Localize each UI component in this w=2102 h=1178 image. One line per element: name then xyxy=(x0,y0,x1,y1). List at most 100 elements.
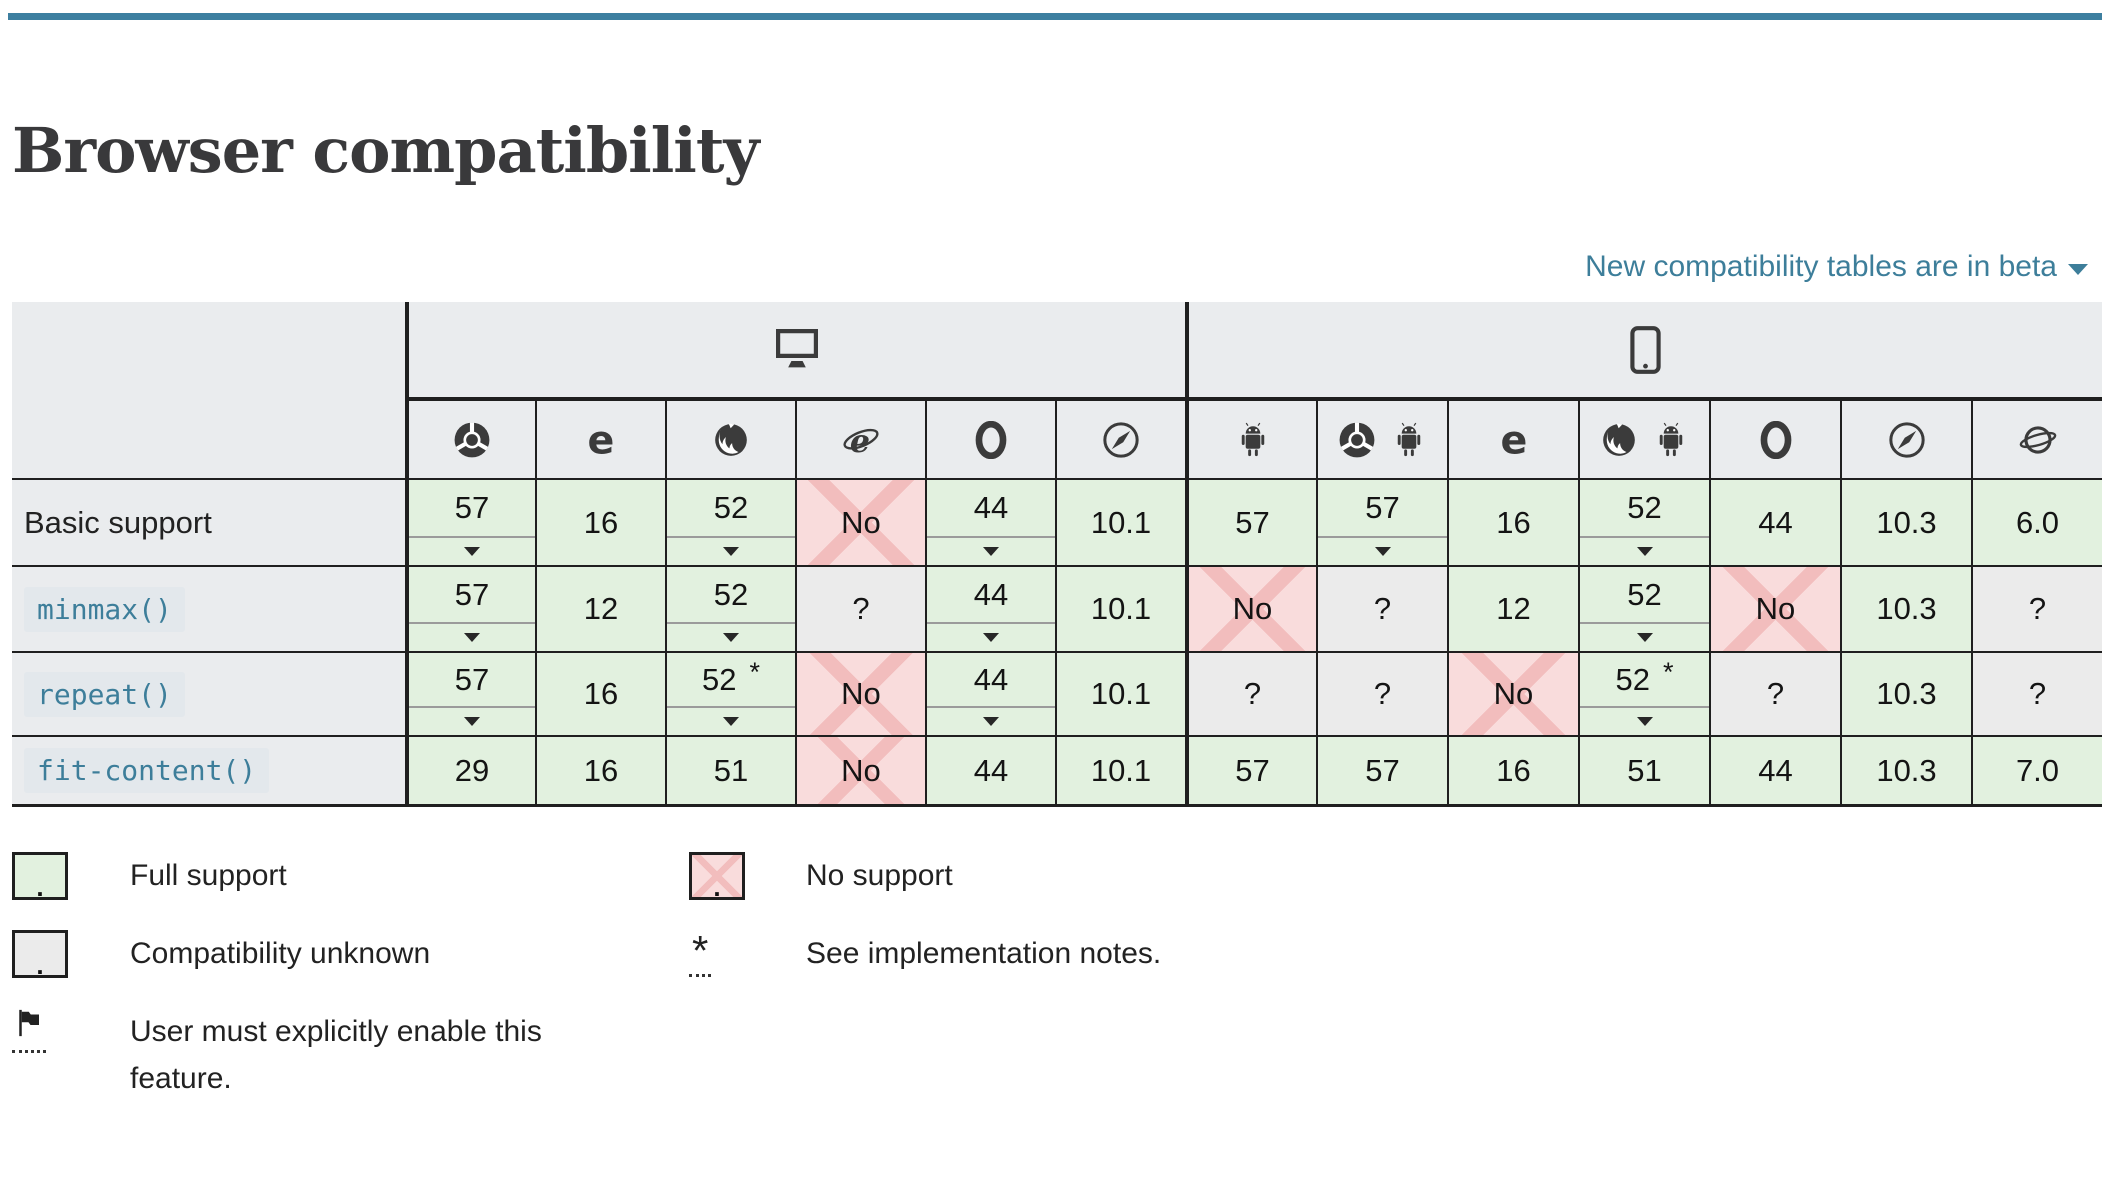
support-cell-basic_support-chrome-android[interactable]: 57 xyxy=(1316,478,1447,565)
support-cell-minmax-safari: 10.1 xyxy=(1055,565,1185,651)
desktop-icon xyxy=(773,328,821,371)
caret-down-icon xyxy=(1374,547,1391,556)
support-cell-repeat-safari: 10.1 xyxy=(1055,651,1185,735)
support-cell-basic_support-webview-android: 57 xyxy=(1185,478,1316,565)
legend-swatch-full-support: . xyxy=(12,852,68,900)
feature-code-link[interactable]: minmax() xyxy=(24,586,185,632)
support-value: 16 xyxy=(583,676,619,711)
support-cell-fit_content-firefox: 51 xyxy=(665,735,795,804)
history-toggle[interactable] xyxy=(927,706,1055,735)
support-value: 51 xyxy=(1627,752,1662,788)
support-value: ? xyxy=(1243,676,1262,711)
support-value: 51 xyxy=(713,752,749,788)
desktop-columns-header xyxy=(405,302,1185,397)
support-value: 57 xyxy=(1365,490,1400,525)
support-value: 52 xyxy=(1627,490,1662,525)
caret-down-icon xyxy=(464,633,480,642)
swatch-dot: . xyxy=(36,872,44,902)
support-cell-minmax-firefox[interactable]: 52 xyxy=(665,565,795,651)
history-toggle[interactable] xyxy=(667,622,795,651)
history-toggle[interactable] xyxy=(409,536,535,565)
browser-column-edge: e xyxy=(535,397,665,478)
support-cell-minmax-safari-ios: 10.3 xyxy=(1840,565,1971,651)
feature-row-label-basic_support: Basic support xyxy=(12,478,405,565)
support-cell-basic_support-safari-ios: 10.3 xyxy=(1840,478,1971,565)
support-cell-minmax-edge: 12 xyxy=(535,565,665,651)
history-toggle[interactable] xyxy=(1580,536,1709,565)
legend-label-full-support: Full support xyxy=(130,859,287,892)
support-value: 44 xyxy=(1758,752,1793,788)
beta-link-label: New compatibility tables are in beta xyxy=(1585,250,2057,283)
history-toggle[interactable] xyxy=(1580,706,1709,735)
svg-text:e: e xyxy=(1500,421,1527,459)
feature-code-link[interactable]: repeat() xyxy=(24,671,185,717)
support-value: 16 xyxy=(1496,504,1531,540)
support-cell-fit_content-chrome-android: 57 xyxy=(1316,735,1447,804)
history-toggle[interactable] xyxy=(409,706,535,735)
support-cell-minmax-edge-mobile: 12 xyxy=(1447,565,1578,651)
support-value: 10.1 xyxy=(1090,504,1152,540)
feature-code-link[interactable]: fit-content() xyxy=(24,748,270,793)
support-cell-repeat-safari-ios: 10.3 xyxy=(1840,651,1971,735)
support-value: 52 xyxy=(702,661,737,697)
support-value: No xyxy=(1232,591,1273,626)
support-cell-fit_content-ie: No xyxy=(795,735,925,804)
support-cell-minmax-ie: ? xyxy=(795,565,925,651)
support-value: No xyxy=(841,676,881,711)
svg-text:e: e xyxy=(588,421,615,459)
support-cell-repeat-chrome[interactable]: 57 xyxy=(405,651,535,735)
support-cell-basic_support-chrome[interactable]: 57 xyxy=(405,478,535,565)
caret-down-icon xyxy=(464,717,480,726)
support-cell-repeat-ie: No xyxy=(795,651,925,735)
history-toggle[interactable] xyxy=(1580,622,1709,651)
support-cell-repeat-firefox-android[interactable]: 52 * xyxy=(1578,651,1709,735)
history-toggle[interactable] xyxy=(927,622,1055,651)
support-cell-repeat-firefox[interactable]: 52 * xyxy=(665,651,795,735)
support-cell-repeat-chrome-android: ? xyxy=(1316,651,1447,735)
support-value: No xyxy=(1493,676,1534,711)
support-cell-fit_content-safari-ios: 10.3 xyxy=(1840,735,1971,804)
browser-column-safari xyxy=(1055,397,1185,478)
legend-label-no-support: No support xyxy=(806,859,953,892)
caret-down-icon xyxy=(1636,547,1653,556)
history-toggle[interactable] xyxy=(1318,536,1447,565)
support-value: 44 xyxy=(1758,504,1793,540)
support-value: 52 xyxy=(713,490,749,525)
support-value: 16 xyxy=(583,504,619,540)
feature-label: Basic support xyxy=(24,504,212,540)
support-value: No xyxy=(841,752,881,788)
support-cell-fit_content-samsung-internet: 7.0 xyxy=(1971,735,2102,804)
support-cell-minmax-firefox-android[interactable]: 52 xyxy=(1578,565,1709,651)
support-cell-repeat-samsung-internet: ? xyxy=(1971,651,2102,735)
support-cell-minmax-chrome[interactable]: 57 xyxy=(405,565,535,651)
support-value: 12 xyxy=(583,591,619,626)
support-value: ? xyxy=(2028,676,2047,711)
firefox-icon xyxy=(712,421,750,459)
history-toggle[interactable] xyxy=(409,622,535,651)
caret-down-icon xyxy=(723,717,739,726)
support-cell-basic_support-firefox-android[interactable]: 52 xyxy=(1578,478,1709,565)
feature-row-label-fit_content: fit-content() xyxy=(12,735,405,804)
support-cell-fit_content-webview-android: 57 xyxy=(1185,735,1316,804)
history-toggle[interactable] xyxy=(927,536,1055,565)
support-value: ? xyxy=(1373,591,1392,626)
support-cell-basic_support-opera[interactable]: 44 xyxy=(925,478,1055,565)
beta-tables-link[interactable]: New compatibility tables are in beta xyxy=(1585,250,2088,284)
support-cell-repeat-opera[interactable]: 44 xyxy=(925,651,1055,735)
support-value: 57 xyxy=(454,576,490,612)
android-icon xyxy=(1390,421,1428,459)
history-toggle[interactable] xyxy=(667,536,795,565)
compatibility-table: e e e Basic support 57 16 52 No 44 10.1 57 57 16 52 44… xyxy=(12,302,2102,807)
support-cell-basic_support-edge-mobile: 16 xyxy=(1447,478,1578,565)
firefox-icon xyxy=(1600,421,1638,459)
support-value: 44 xyxy=(973,661,1009,697)
browser-column-webview-android xyxy=(1185,397,1316,478)
support-cell-basic_support-ie: No xyxy=(795,478,925,565)
safari-icon xyxy=(1102,421,1140,459)
swatch-dot: . xyxy=(713,872,721,902)
support-cell-basic_support-firefox[interactable]: 52 xyxy=(665,478,795,565)
page-title: Browser compatibility xyxy=(12,114,759,187)
history-toggle[interactable] xyxy=(667,706,795,735)
support-cell-fit_content-opera-android: 44 xyxy=(1709,735,1840,804)
support-cell-minmax-opera[interactable]: 44 xyxy=(925,565,1055,651)
